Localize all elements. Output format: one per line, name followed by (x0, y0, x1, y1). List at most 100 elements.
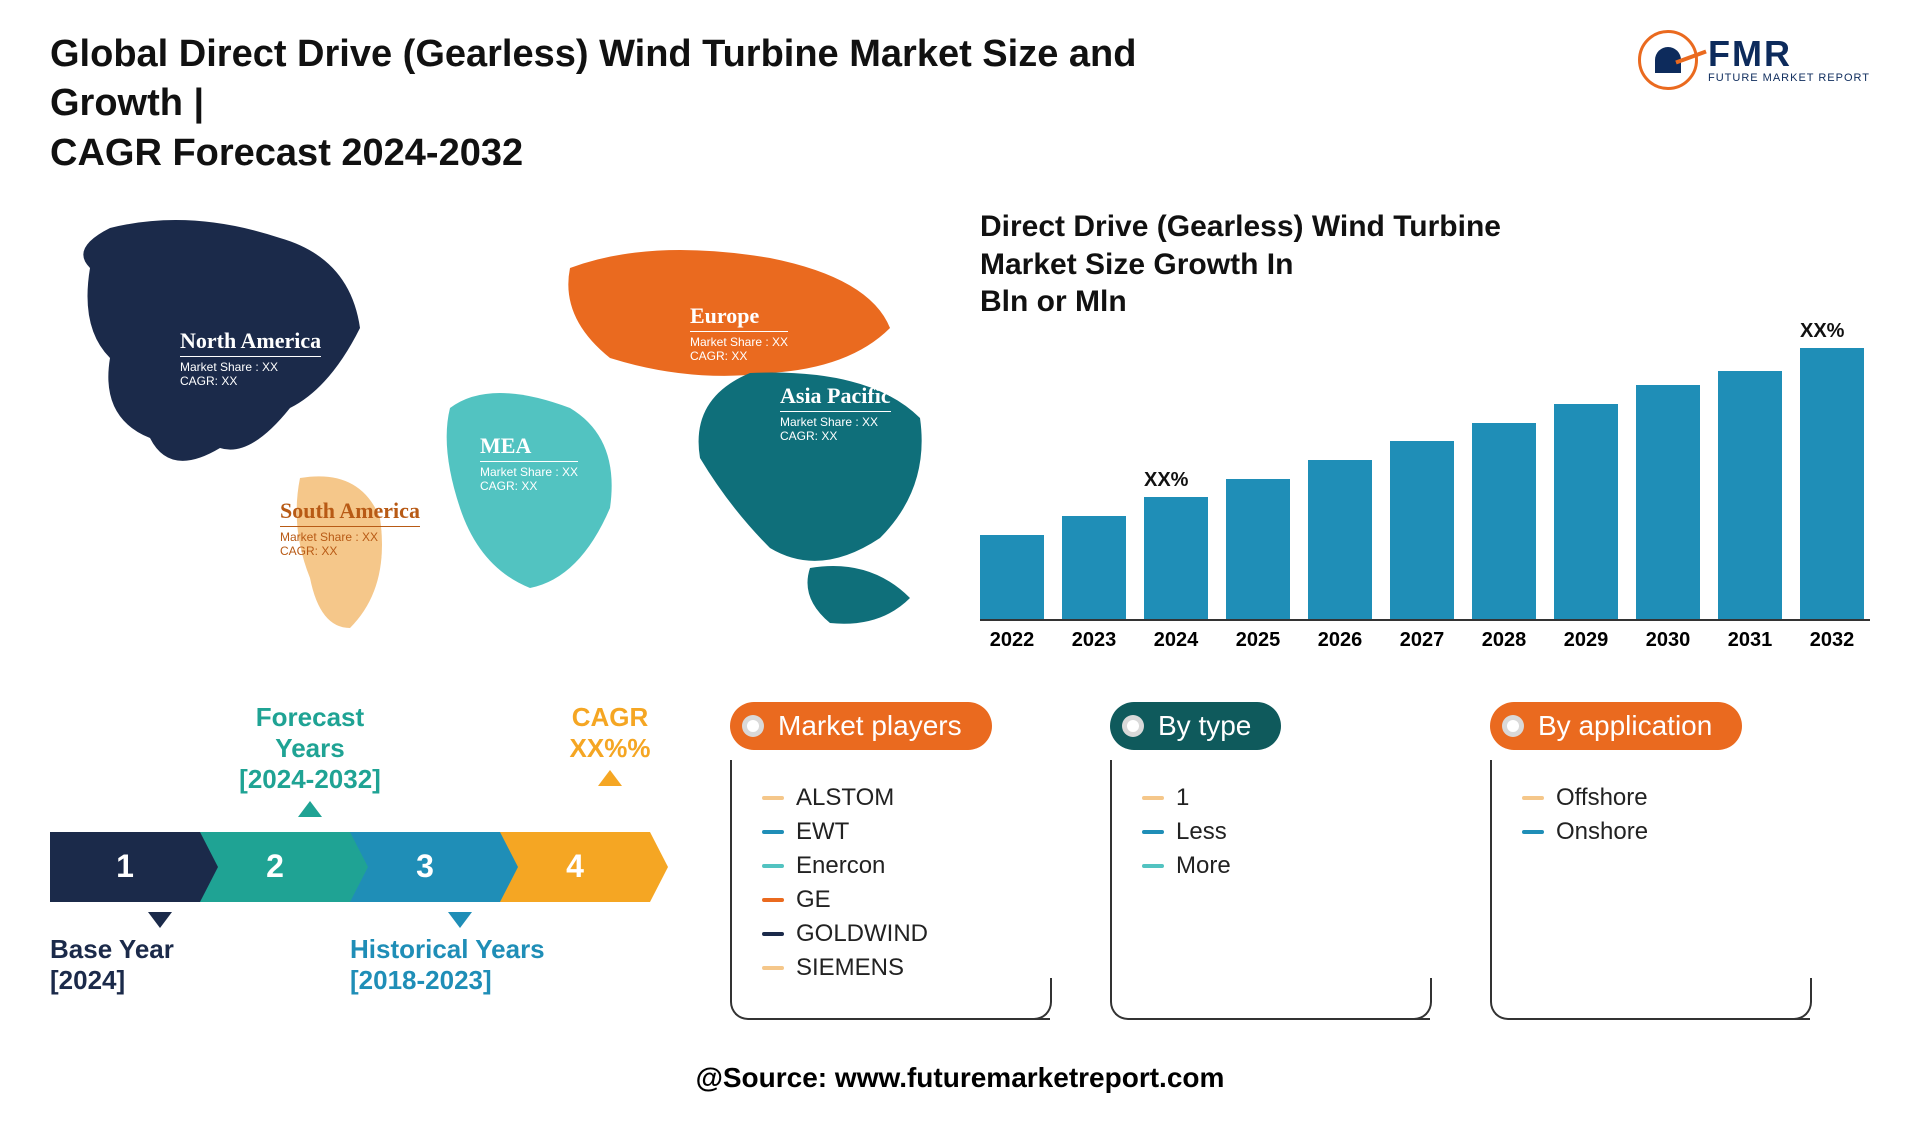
bar-rect (1226, 479, 1290, 619)
region-name: Europe (690, 303, 788, 329)
list-dash-icon (762, 830, 784, 834)
chart-title-3: Bln or Mln (980, 283, 1870, 321)
bar-category-label: 2025 (1226, 629, 1290, 652)
timeline-seg-3: 3 (350, 832, 500, 902)
list-item: Offshore (1522, 784, 1800, 812)
list-item: More (1142, 852, 1420, 880)
bar-rect (1554, 404, 1618, 619)
bar-chart-section: Direct Drive (Gearless) Wind Turbine Mar… (980, 208, 1870, 652)
region-share: Market Share : XX (480, 465, 578, 479)
region-label-mea: MEAMarket Share : XXCAGR: XX (480, 433, 578, 493)
bar-rect (1472, 423, 1536, 619)
timeline-seg-2: 2 (200, 832, 350, 902)
bar-category-label: 2022 (980, 629, 1044, 652)
pill-dot-icon (742, 715, 764, 737)
bar-category-label: 2023 (1062, 629, 1126, 652)
list-item: Less (1142, 818, 1420, 846)
timeline-bottom-label: Historical Years[2018-2023] (350, 912, 570, 996)
bar-2029 (1554, 404, 1618, 619)
bar-category-label: 2026 (1308, 629, 1372, 652)
title-line-2: CAGR Forecast 2024-2032 (50, 129, 1250, 178)
bar-category-label: 2024 (1144, 629, 1208, 652)
logo-icon (1638, 30, 1698, 90)
chart-title-2: Market Size Growth In (980, 246, 1870, 284)
list-item-text: EWT (796, 818, 849, 846)
region-cagr: CAGR: XX (480, 479, 578, 493)
timeline-top-label: CAGRXX%% (520, 702, 700, 786)
timeline-seg-4: 4 (500, 832, 650, 902)
footer-source: @Source: www.futuremarketreport.com (50, 1062, 1870, 1094)
region-label-sa: South AmericaMarket Share : XXCAGR: XX (280, 498, 420, 558)
timeline-top-label: Forecast Years[2024-2032] (220, 702, 400, 818)
bar-2028 (1472, 423, 1536, 619)
bar-annotation: XX% (1800, 320, 1844, 343)
list-item-text: ALSTOM (796, 784, 894, 812)
bar-rect (1636, 385, 1700, 618)
bar-2023 (1062, 516, 1126, 619)
bar-2026 (1308, 460, 1372, 619)
bar-2022 (980, 535, 1044, 619)
region-name: North America (180, 328, 321, 354)
region-cagr: CAGR: XX (780, 429, 891, 443)
region-name: Asia Pacific (780, 383, 891, 409)
bar-annotation: XX% (1144, 469, 1188, 492)
category-pill: Market players (730, 702, 992, 750)
bar-rect (1718, 371, 1782, 618)
bar-category-label: 2027 (1390, 629, 1454, 652)
tl-sub: [2018-2023] (350, 965, 570, 996)
category-block: Market players ALSTOM EWT Enercon GE GOLDWIND… (730, 702, 1050, 1020)
list-item-text: More (1176, 852, 1231, 880)
logo-subtitle: FUTURE MARKET REPORT (1708, 72, 1870, 84)
list-dash-icon (762, 796, 784, 800)
list-dash-icon (1142, 830, 1164, 834)
list-item-text: Less (1176, 818, 1227, 846)
tl-label: CAGR (520, 702, 700, 733)
tl-sub: XX%% (520, 733, 700, 764)
list-dash-icon (1522, 796, 1544, 800)
region-label-apac: Asia Pacific Market Share : XXCAGR: XX (780, 383, 891, 443)
list-item-text: SIEMENS (796, 954, 904, 982)
category-block: By applicationOffshoreOnshore (1490, 702, 1810, 1020)
tl-sub: [2024-2032] (220, 764, 400, 795)
list-item-text: Offshore (1556, 784, 1648, 812)
bar-category-label: 2031 (1718, 629, 1782, 652)
pill-dot-icon (1502, 715, 1524, 737)
bar-category-label: 2030 (1636, 629, 1700, 652)
region-cagr: CAGR: XX (690, 349, 788, 363)
region-label-europe: EuropeMarket Share : XXCAGR: XX (690, 303, 788, 363)
list-item-text: Enercon (796, 852, 885, 880)
list-item: EWT (762, 818, 1040, 846)
bar-category-label: 2032 (1800, 629, 1864, 652)
bar-rect: XX% (1144, 497, 1208, 618)
list-item: Enercon (762, 852, 1040, 880)
bar-rect (1390, 441, 1454, 618)
timeline-seg-1: 1 (50, 832, 200, 902)
region-share: Market Share : XX (180, 360, 321, 374)
list-dash-icon (762, 864, 784, 868)
chart-title-1: Direct Drive (Gearless) Wind Turbine (980, 208, 1870, 246)
list-item: GOLDWIND (762, 920, 1040, 948)
logo-text: FMR (1708, 36, 1870, 72)
bar-2024: XX% (1144, 497, 1208, 618)
list-item: SIEMENS (762, 954, 1040, 982)
list-dash-icon (1142, 796, 1164, 800)
timeline: Forecast Years[2024-2032]CAGRXX%% 1234 B… (50, 702, 690, 1022)
bar-chart: XX% XX% (980, 341, 1870, 621)
pill-label: By type (1158, 710, 1251, 742)
world-map: North AmericaMarket Share : XXCAGR: XXSo… (50, 208, 950, 628)
list-dash-icon (762, 932, 784, 936)
region-share: Market Share : XX (780, 415, 891, 429)
bar-2025 (1226, 479, 1290, 619)
bar-2030 (1636, 385, 1700, 618)
tl-label: Historical Years (350, 934, 570, 965)
pill-dot-icon (1122, 715, 1144, 737)
bar-rect (1062, 516, 1126, 619)
list-dash-icon (762, 966, 784, 970)
category-list: OffshoreOnshore (1490, 760, 1810, 1020)
fmr-logo: FMR FUTURE MARKET REPORT (1638, 30, 1870, 90)
bar-rect: XX% (1800, 348, 1864, 619)
tl-label: Forecast Years (220, 702, 400, 764)
list-item: GE (762, 886, 1040, 914)
bar-2027 (1390, 441, 1454, 618)
bar-category-label: 2028 (1472, 629, 1536, 652)
